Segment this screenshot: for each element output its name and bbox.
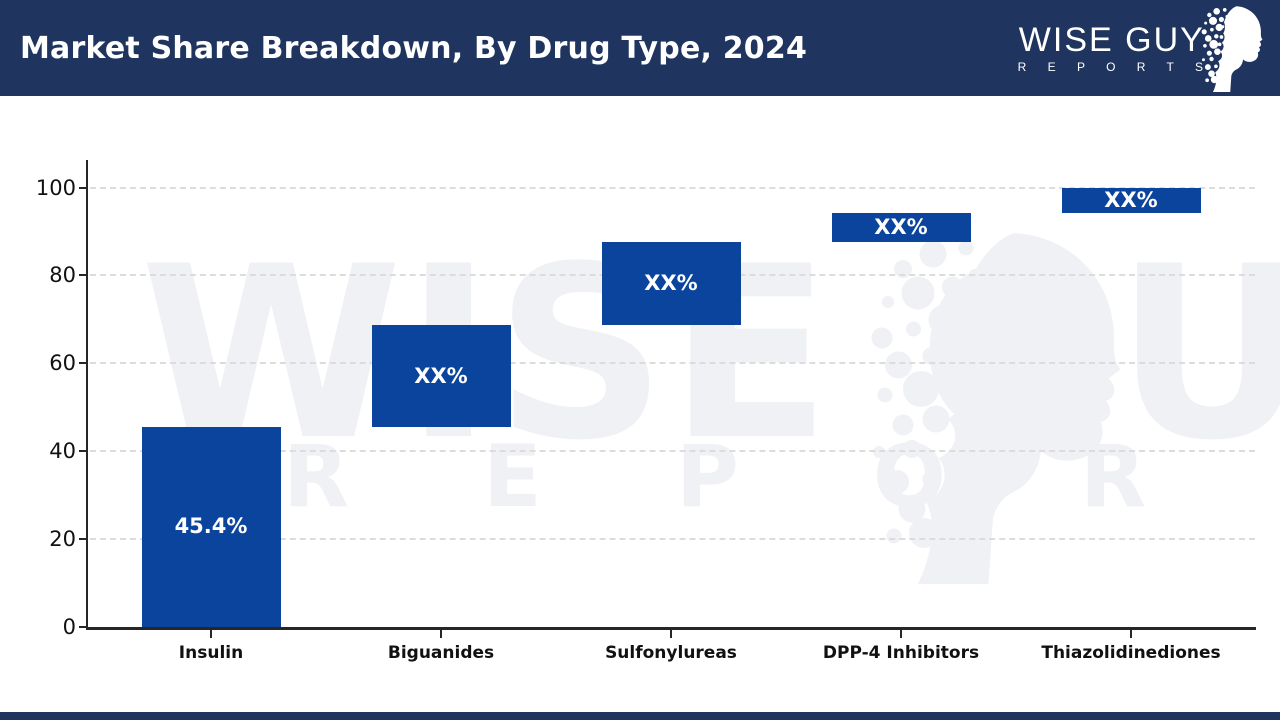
gridline-y-20 xyxy=(90,538,1255,541)
x-axis-line xyxy=(86,627,1256,630)
bar-insulin: 45.4% xyxy=(141,427,281,627)
y-axis-line xyxy=(86,160,88,630)
logo-wordmark: WISE GUY xyxy=(1018,21,1205,59)
x-category-label-4: Thiazolidinediones xyxy=(1041,643,1221,663)
x-tick-mark-4 xyxy=(1130,630,1132,638)
gridline-y-100 xyxy=(90,186,1255,189)
y-tick-label-0: 0 xyxy=(62,615,76,639)
x-category-label-3: DPP-4 Inhibitors xyxy=(822,643,980,663)
page-title: Market Share Breakdown, By Drug Type, 20… xyxy=(20,30,808,66)
x-category-label-1: Biguanides xyxy=(387,643,495,663)
y-tick-label-100: 100 xyxy=(35,175,76,200)
wiseguy-logo-text: WISE GUY R E P O R T S xyxy=(1012,23,1212,73)
bar-sulfonylureas: XX% xyxy=(601,241,741,326)
bar-biguanides: XX% xyxy=(371,325,511,428)
watermark-head-icon xyxy=(871,233,1121,584)
bar-value-label: 45.4% xyxy=(174,514,248,539)
watermark-subtitle: R E P O R T S xyxy=(283,427,1280,527)
bar-value-label: XX% xyxy=(644,270,698,295)
y-tick-label-80: 80 xyxy=(49,263,76,288)
gridline-y-40 xyxy=(90,450,1255,453)
y-tick-mark-100 xyxy=(79,186,87,189)
header-banner: Market Share Breakdown, By Drug Type, 20… xyxy=(0,0,1280,96)
footer-bar xyxy=(0,712,1280,720)
bar-dpp-4-inhibitors: XX% xyxy=(831,212,971,242)
x-category-label-2: Sulfonylureas xyxy=(605,643,737,663)
bar-value-label: XX% xyxy=(1104,187,1158,212)
y-tick-label-20: 20 xyxy=(49,527,76,552)
y-tick-mark-20 xyxy=(79,538,87,541)
logo-subtitle: R E P O R T S xyxy=(1017,60,1212,74)
chart-area: WISE GUY R E P O R T S 02040608010045.4%… xyxy=(0,96,1280,712)
bar-thiazolidinediones: XX% xyxy=(1061,187,1201,213)
y-tick-mark-60 xyxy=(79,362,87,365)
x-tick-mark-1 xyxy=(440,630,442,638)
x-category-label-0: Insulin xyxy=(178,643,244,663)
bar-value-label: XX% xyxy=(874,214,928,239)
y-tick-mark-0 xyxy=(79,626,87,628)
y-tick-mark-40 xyxy=(79,450,87,453)
gridline-y-60 xyxy=(90,362,1255,365)
wiseguy-logo: WISE GUY R E P O R T S xyxy=(1012,4,1280,92)
y-tick-label-60: 60 xyxy=(49,351,76,376)
x-tick-mark-3 xyxy=(900,630,902,638)
x-tick-mark-0 xyxy=(210,630,212,638)
x-tick-mark-2 xyxy=(670,630,672,638)
bar-value-label: XX% xyxy=(414,364,468,389)
y-tick-mark-80 xyxy=(79,274,87,277)
y-tick-label-40: 40 xyxy=(49,439,76,464)
